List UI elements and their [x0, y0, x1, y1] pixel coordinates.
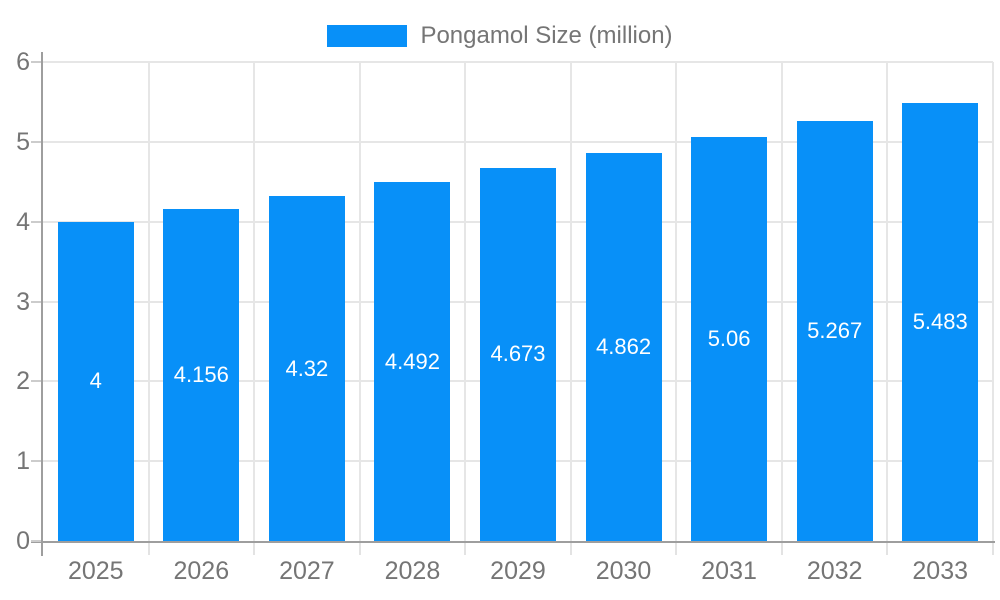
- gridline-horizontal: [43, 140, 993, 143]
- legend-label: Pongamol Size (million): [420, 22, 673, 49]
- legend-item-pongamol[interactable]: Pongamol Size (million): [0, 22, 1000, 49]
- y-axis-tick-label: 2: [16, 367, 30, 396]
- gridline-vertical: [992, 62, 994, 541]
- x-axis-tick-label: 2032: [806, 557, 863, 585]
- y-axis-tick-label: 1: [16, 447, 30, 476]
- legend-swatch: [327, 25, 408, 47]
- y-axis-tick: [31, 140, 41, 143]
- y-axis-tick: [31, 220, 41, 223]
- x-axis-tick: [675, 543, 678, 555]
- y-axis-tick-label: 3: [16, 287, 30, 316]
- bar-value-label: 4: [89, 368, 102, 394]
- bar-value-label: 5.267: [807, 317, 863, 343]
- bar-value-label: 5.483: [912, 309, 968, 335]
- x-axis-tick-label: 2029: [490, 557, 546, 585]
- bar-value-label: 4.492: [384, 348, 440, 374]
- gridline-vertical: [780, 62, 783, 541]
- y-axis-tick: [31, 380, 41, 383]
- x-axis-tick: [147, 543, 150, 555]
- x-axis-tick-label: 2031: [701, 557, 757, 585]
- bar-2028[interactable]: 4.492: [374, 182, 451, 541]
- bar-value-label: 4.156: [173, 362, 229, 388]
- bar-2033[interactable]: 5.483: [902, 103, 979, 541]
- bar-value-label: 4.673: [490, 341, 546, 367]
- x-axis-tick: [464, 543, 467, 555]
- x-axis-tick-label: 2033: [912, 557, 969, 585]
- gridline-vertical: [464, 62, 467, 541]
- bar-value-label: 5.06: [707, 326, 751, 351]
- bar-2032[interactable]: 5.267: [796, 120, 873, 541]
- x-axis-tick: [780, 543, 783, 555]
- y-axis-tick-label: 4: [16, 207, 30, 236]
- y-axis-tick: [31, 300, 41, 303]
- y-axis-tick-label: 5: [16, 127, 30, 156]
- y-axis-tick: [31, 460, 41, 463]
- gridline-vertical: [675, 62, 678, 541]
- bar-2026[interactable]: 4.156: [163, 209, 240, 541]
- bar-2031[interactable]: 5.06: [691, 137, 768, 541]
- x-axis-tick: [886, 543, 889, 555]
- bar-2025[interactable]: 4: [57, 221, 134, 541]
- y-axis-tick: [31, 61, 41, 63]
- x-axis-tick: [569, 543, 572, 555]
- y-axis-line: [41, 52, 43, 556]
- y-axis-tick-label: 6: [16, 48, 30, 76]
- x-axis-tick: [253, 543, 256, 555]
- bar-value-label: 4.32: [285, 355, 329, 381]
- gridline-vertical: [886, 62, 889, 541]
- bar-value-label: 4.862: [596, 333, 652, 359]
- gridline-vertical: [569, 62, 572, 541]
- bar-2029[interactable]: 4.673: [480, 167, 556, 541]
- x-axis-line: [31, 541, 995, 543]
- x-axis-tick-label: 2028: [384, 557, 441, 585]
- y-axis-tick: [31, 540, 41, 542]
- x-axis-tick: [358, 543, 361, 555]
- x-axis-tick-label: 2030: [595, 557, 652, 585]
- y-axis-tick-label: 0: [16, 527, 30, 555]
- gridline-vertical: [147, 62, 150, 541]
- x-axis-tick-label: 2027: [279, 557, 335, 585]
- bar-2027[interactable]: 4.32: [268, 196, 345, 541]
- x-axis-tick: [992, 543, 994, 555]
- bar-2030[interactable]: 4.862: [585, 152, 662, 541]
- x-axis-tick-label: 2025: [67, 557, 124, 585]
- x-axis-tick-label: 2026: [173, 557, 230, 585]
- gridline-vertical: [358, 62, 361, 541]
- gridline-horizontal: [43, 61, 993, 63]
- gridline-vertical: [253, 62, 256, 541]
